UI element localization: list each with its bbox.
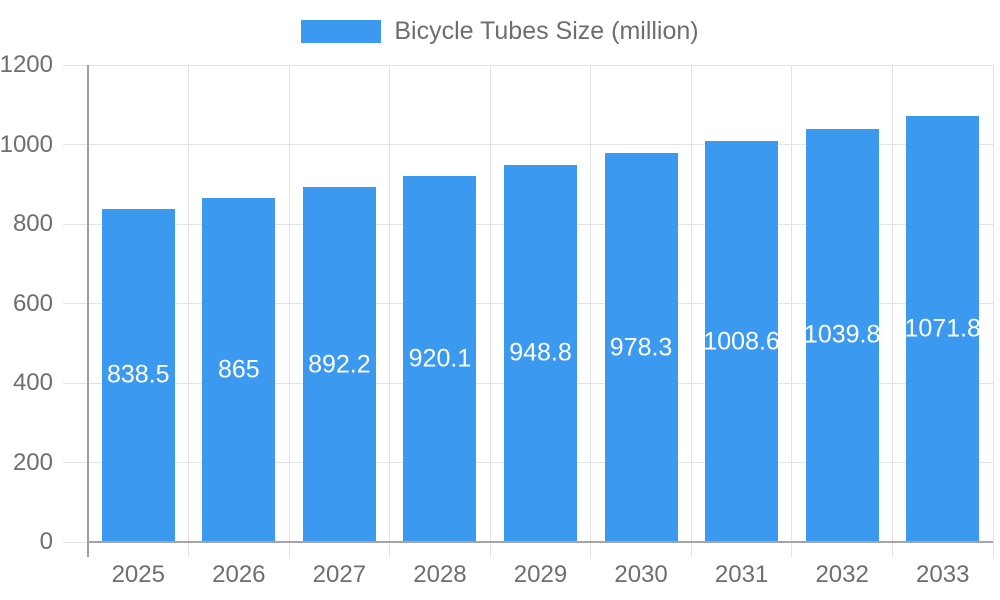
bar-2032[interactable] (805, 128, 879, 542)
gridline-x-boundary (891, 65, 893, 557)
x-axis-line (88, 541, 993, 543)
bar-2029[interactable] (504, 164, 577, 542)
x-tick-label: 2028 (413, 561, 467, 588)
legend-label: Bicycle Tubes Size (million) (394, 17, 699, 45)
x-tick-label: 2029 (513, 561, 568, 588)
bar-2033[interactable] (906, 115, 980, 542)
y-tick-label: 400 (12, 369, 53, 396)
x-tick-label: 2032 (815, 561, 869, 588)
bar-2031[interactable] (705, 141, 779, 542)
bar-2030[interactable] (604, 153, 678, 542)
y-tick-label: 200 (12, 448, 53, 476)
bar-value-label: 920.1 (408, 344, 472, 373)
y-tick-label: 1200 (0, 51, 53, 78)
x-tick-label: 2026 (212, 561, 266, 588)
gridline-x-boundary (288, 65, 290, 557)
gridline-x-boundary (791, 65, 793, 557)
legend-swatch (301, 20, 382, 43)
bar-value-label: 978.3 (609, 333, 673, 362)
bar-value-label: 838.5 (106, 360, 170, 389)
y-tick-label: 0 (39, 528, 53, 555)
y-tick-label: 1000 (0, 130, 53, 158)
x-tick-label: 2033 (916, 561, 970, 588)
bar-value-label: 948.8 (509, 338, 572, 367)
bar-2028[interactable] (403, 176, 477, 542)
y-tick-label: 600 (12, 289, 53, 317)
bar-value-label: 1039.8 (803, 320, 881, 349)
bar-2026[interactable] (202, 198, 276, 542)
gridline-x-boundary (389, 65, 391, 557)
gridline-x-boundary (489, 65, 491, 557)
bar-value-label: 865 (217, 355, 260, 384)
x-tick-label: 2027 (312, 561, 367, 588)
bar-value-label: 892.2 (308, 350, 371, 379)
bar-value-label: 1071.8 (904, 314, 981, 343)
plot-area: 0 200 400 600 800 1000 1200 838.5 2025 865 2026 892… (0, 51, 994, 588)
gridline-y-1000 (63, 144, 993, 145)
x-tick-label: 2030 (614, 561, 668, 588)
x-tick-label: 2025 (111, 561, 165, 588)
y-axis-line (87, 65, 89, 557)
legend[interactable]: Bicycle Tubes Size (million) (0, 17, 1000, 46)
gridline-y-1200 (63, 64, 993, 66)
x-tick-label: 2031 (714, 561, 769, 588)
gridline-x-boundary (188, 65, 190, 557)
gridline-x-boundary (590, 65, 592, 557)
bar-2025[interactable] (101, 208, 175, 542)
gridline-x-boundary (690, 65, 692, 557)
bar-value-label: 1008.6 (703, 327, 780, 356)
y-tick-label: 800 (12, 210, 53, 237)
gridline-x-boundary (992, 65, 994, 557)
bar-2027[interactable] (302, 187, 376, 542)
